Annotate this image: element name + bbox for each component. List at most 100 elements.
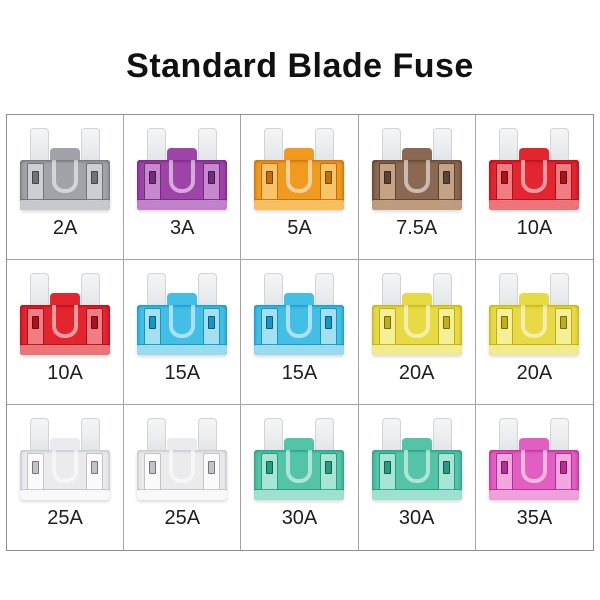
fuse-terminal-right <box>320 163 338 202</box>
terminal-slot-icon <box>383 461 391 474</box>
fuse-cell: 10A <box>475 115 593 260</box>
blade-fuse-icon <box>20 273 111 355</box>
fuse-cell: 2A <box>7 115 125 260</box>
blade-fuse-icon <box>489 418 580 500</box>
terminal-slot-icon <box>208 316 216 329</box>
fuse-body <box>489 450 580 500</box>
fuse-body <box>137 160 228 210</box>
fuse-body <box>20 305 111 355</box>
fuse-element-u-icon <box>169 450 196 483</box>
fuse-body <box>254 450 345 500</box>
fuse-terminal-left <box>496 308 514 347</box>
fuse-body <box>137 450 228 500</box>
blade-fuse-icon <box>371 128 462 210</box>
blade-fuse-icon <box>254 418 345 500</box>
fuse-grid: 2A 3A <box>6 114 594 551</box>
fuse-element-u-icon <box>521 305 548 338</box>
terminal-slot-icon <box>149 461 157 474</box>
fuse-rating-label: 7.5A <box>396 217 438 239</box>
fuse-terminal-right <box>555 453 573 492</box>
fuse-body <box>489 160 580 210</box>
fuse-bottom-lip <box>254 344 345 355</box>
terminal-slot-icon <box>91 171 99 184</box>
fuse-terminal-right <box>320 308 338 347</box>
fuse-terminal-right <box>437 453 455 492</box>
fuse-rating-label: 20A <box>516 362 553 384</box>
fuse-terminal-left <box>261 308 279 347</box>
terminal-slot-icon <box>266 316 274 329</box>
fuse-terminal-right <box>437 163 455 202</box>
fuse-element-u-icon <box>286 160 313 193</box>
fuse-cell: 15A <box>124 260 242 405</box>
terminal-slot-icon <box>149 171 157 184</box>
terminal-slot-icon <box>32 171 40 184</box>
fuse-rating-label: 15A <box>281 362 318 384</box>
fuse-terminal-left <box>496 163 514 202</box>
fuse-bottom-lip <box>489 344 580 355</box>
blade-fuse-icon <box>137 418 228 500</box>
fuse-terminal-left <box>144 453 162 492</box>
fuse-terminal-right <box>437 308 455 347</box>
fuse-terminal-right <box>86 163 104 202</box>
fuse-terminal-right <box>86 308 104 347</box>
fuse-rating-label: 2A <box>52 217 78 239</box>
fuse-terminal-left <box>27 163 45 202</box>
terminal-slot-icon <box>501 461 509 474</box>
fuse-bottom-lip <box>489 489 580 500</box>
fuse-bottom-lip <box>371 489 462 500</box>
fuse-rating-label: 25A <box>164 507 201 529</box>
terminal-slot-icon <box>32 461 40 474</box>
fuse-element-u-icon <box>52 450 79 483</box>
fuse-bottom-lip <box>20 199 111 210</box>
fuse-terminal-left <box>261 163 279 202</box>
terminal-slot-icon <box>208 461 216 474</box>
fuse-terminal-left <box>378 308 396 347</box>
fuse-rating-label: 30A <box>398 507 435 529</box>
blade-fuse-icon <box>20 128 111 210</box>
fuse-cell: 20A <box>475 260 593 405</box>
terminal-slot-icon <box>501 171 509 184</box>
fuse-terminal-right <box>555 163 573 202</box>
fuse-terminal-left <box>144 308 162 347</box>
fuse-terminal-left <box>27 453 45 492</box>
blade-fuse-icon <box>137 273 228 355</box>
fuse-terminal-right <box>320 453 338 492</box>
fuse-cell: 5A <box>241 115 359 260</box>
fuse-terminal-left <box>378 163 396 202</box>
fuse-terminal-left <box>378 453 396 492</box>
blade-fuse-icon <box>371 418 462 500</box>
terminal-slot-icon <box>442 171 450 184</box>
terminal-slot-icon <box>325 171 333 184</box>
fuse-rating-label: 25A <box>47 507 83 529</box>
fuse-cell: 25A <box>7 405 125 550</box>
fuse-bottom-lip <box>137 199 228 210</box>
fuse-element-u-icon <box>286 305 313 338</box>
fuse-terminal-right <box>86 453 104 492</box>
fuse-bottom-lip <box>371 199 462 210</box>
fuse-cell: 3A <box>124 115 242 260</box>
fuse-terminal-left <box>144 163 162 202</box>
fuse-terminal-right <box>203 163 221 202</box>
fuse-cell: 30A <box>359 405 476 550</box>
fuse-bottom-lip <box>20 489 111 500</box>
fuse-terminal-left <box>496 453 514 492</box>
fuse-body <box>371 160 462 210</box>
fuse-element-u-icon <box>169 160 196 193</box>
fuse-element-u-icon <box>403 160 430 193</box>
fuse-cell: 25A <box>124 405 242 550</box>
fuse-element-u-icon <box>403 305 430 338</box>
terminal-slot-icon <box>383 171 391 184</box>
terminal-slot-icon <box>383 316 391 329</box>
terminal-slot-icon <box>266 171 274 184</box>
fuse-rating-label: 3A <box>170 217 195 239</box>
fuse-cell: 7.5A <box>358 115 476 260</box>
fuse-cell: 15A <box>241 260 359 405</box>
fuse-element-u-icon <box>52 160 79 193</box>
blade-fuse-icon <box>371 273 462 355</box>
blade-fuse-icon <box>489 273 580 355</box>
fuse-terminal-right <box>555 308 573 347</box>
fuse-rating-label: 20A <box>398 362 435 384</box>
fuse-cell: 30A <box>241 405 359 550</box>
fuse-body <box>254 305 345 355</box>
fuse-element-u-icon <box>403 450 430 483</box>
